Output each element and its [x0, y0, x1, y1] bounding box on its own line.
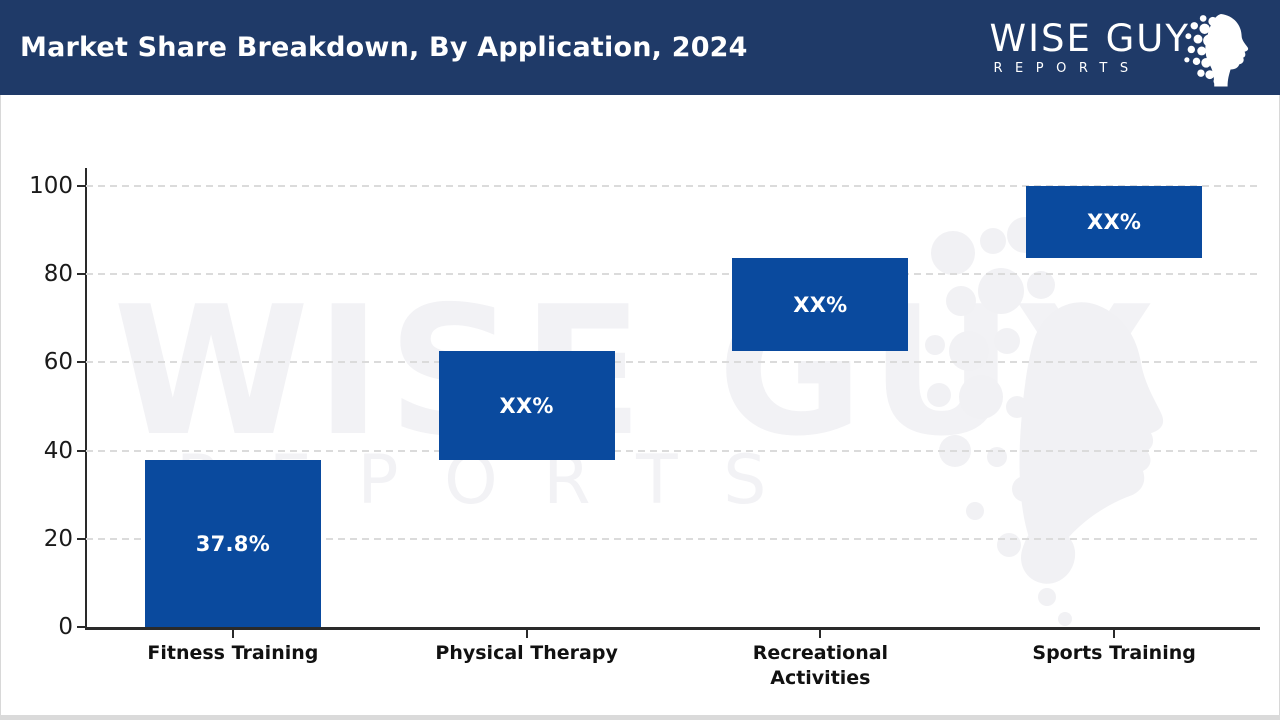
gridline [86, 537, 1261, 540]
gridline [86, 361, 1261, 364]
bottom-border-strip [0, 715, 1280, 720]
x-category-label: Physical Therapy [435, 642, 618, 664]
gridline [86, 185, 1261, 187]
gridline [86, 449, 1261, 452]
brand-subtitle: REPORTS [993, 60, 1141, 76]
y-axis-line [85, 168, 87, 629]
brand-logo: WISE GUY REPORTS [990, 8, 1252, 88]
watermark-head-graphic [925, 217, 1164, 626]
bar-recreational-activities: XX% [732, 258, 909, 351]
x-category-label: Sports Training [1032, 642, 1196, 664]
y-tick-mark [77, 273, 85, 276]
y-tick-label: 0 [58, 614, 73, 640]
y-tick-mark [77, 626, 85, 628]
x-tick-mark [231, 630, 234, 638]
bar-value-label: 37.8% [195, 531, 271, 556]
bar-value-label: XX% [1086, 210, 1142, 235]
gridline [86, 273, 1261, 276]
y-tick-label: 60 [43, 349, 73, 376]
y-tick-mark [77, 185, 85, 187]
bar-value-label: XX% [793, 292, 848, 317]
x-axis-line [85, 627, 1260, 630]
bar-physical-therapy: XX% [438, 350, 615, 461]
y-tick-label: 100 [29, 173, 73, 199]
brand-name: WISE GUY [989, 16, 1190, 60]
bar-sports-training: XX% [1026, 186, 1203, 259]
logo-head-icon [1184, 13, 1249, 86]
bar-fitness-training: 37.8% [144, 460, 321, 627]
watermark-text-line1: WISE GUY [113, 268, 1155, 475]
header: Market Share Breakdown, By Application, … [0, 0, 1280, 95]
bar-value-label: XX% [499, 393, 554, 418]
brand-logo-text: WISE GUY REPORTS [990, 20, 1190, 76]
y-tick-label: 80 [43, 261, 73, 288]
page-title: Market Share Breakdown, By Application, … [20, 32, 748, 63]
x-category-label: Fitness Training [147, 642, 319, 664]
x-tick-mark [819, 630, 822, 638]
chart-area: WISE GUY R E P O R T S 0 20 40 60 80 100 37.8%… [0, 95, 1280, 715]
y-tick-mark [77, 449, 85, 452]
y-tick-mark [77, 361, 85, 364]
y-tick-mark [77, 537, 85, 540]
x-category-label: Recreational Activities [752, 642, 889, 689]
x-tick-mark [1113, 630, 1116, 638]
y-tick-label: 40 [43, 437, 73, 464]
y-tick-label: 20 [43, 525, 73, 552]
x-tick-mark [525, 630, 528, 638]
